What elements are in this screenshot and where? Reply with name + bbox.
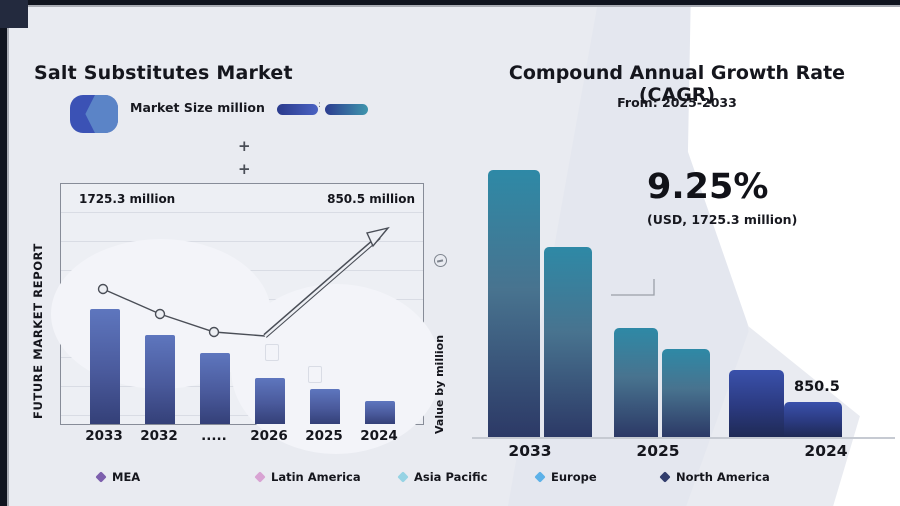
cagr-bar — [662, 349, 710, 437]
legend-diamond-icon — [397, 471, 409, 483]
legend-item: Latin America — [254, 470, 361, 484]
page-title: Salt Substitutes Market — [34, 62, 293, 84]
plus-decoration-top: + — [238, 137, 251, 155]
x-axis-label: 2026 — [250, 428, 288, 444]
chart-bg-blob — [231, 284, 441, 454]
x-axis-label: ..... — [201, 428, 227, 444]
cagr-value: 9.25% — [647, 167, 769, 207]
market-size-chart: 1725.3 million 850.5 million — [51, 183, 441, 454]
legend-diamond-icon — [254, 471, 266, 483]
legend-diamond-icon — [95, 471, 107, 483]
market-size-bar — [365, 401, 395, 424]
market-size-bar — [310, 389, 340, 424]
cagr-title: Compound Annual Growth Rate (CAGR) — [508, 62, 846, 106]
plus-decoration-bottom: + — [238, 160, 251, 178]
document-watermark-icon — [308, 366, 322, 383]
ratio-separator: : — [318, 100, 322, 110]
cagr-bar — [729, 370, 784, 437]
legend-item: Europe — [534, 470, 597, 484]
ratio-pill-left — [277, 104, 318, 115]
legend-item: MEA — [95, 470, 141, 484]
trend-line-arrow — [97, 226, 390, 338]
cagr-bar — [614, 328, 658, 437]
legend-diamond-icon — [534, 471, 546, 483]
step-bracket-decoration — [611, 279, 655, 296]
side-brand-label: FUTURE MARKET REPORT — [31, 242, 45, 419]
legend-label: MEA — [112, 470, 141, 484]
legend-label: North America — [676, 470, 770, 484]
market-size-bar — [145, 335, 175, 424]
infographic-panel: Salt Substitutes Market Market Size mill… — [7, 5, 900, 506]
market-cylinder-icon — [70, 95, 118, 133]
market-size-bar — [90, 309, 120, 424]
legend-item: Asia Pacific — [397, 470, 488, 484]
cagr-bar — [784, 402, 842, 437]
ratio-pill-right — [325, 104, 368, 115]
legend-item: North America — [659, 470, 770, 484]
market-size-bar — [255, 378, 285, 424]
market-size-bars — [90, 224, 395, 424]
legend-label: Asia Pacific — [414, 470, 488, 484]
region-legend: MEA Latin America Asia Pacific Europe North … — [9, 470, 900, 494]
value-2024-label: 850.5 million — [327, 192, 415, 206]
cagr-baseline — [472, 437, 895, 439]
cagr-chart: 850.5 2033 2025 2024 — [472, 162, 895, 460]
value-2033-label: 1725.3 million — [79, 192, 176, 206]
corner-accent — [0, 0, 28, 28]
value-axis-label: Value by million — [433, 334, 446, 434]
x-axis-label: 2033 — [508, 442, 552, 460]
legend-diamond-icon — [659, 471, 671, 483]
cagr-period: From: 2025-2033 — [617, 95, 737, 110]
cagr-note: (USD, 1725.3 million) — [647, 212, 798, 227]
x-axis-label: 2033 — [85, 428, 123, 444]
x-axis-label: 2024 — [804, 442, 848, 460]
legend-label: Europe — [551, 470, 597, 484]
minus-circle-icon — [434, 254, 447, 267]
x-axis-label: 2032 — [140, 428, 178, 444]
market-size-label: Market Size million — [130, 100, 265, 115]
cylinder-facet — [85, 95, 118, 133]
market-size-x-axis: 2033 2032..... 2026 2025 2024 — [85, 428, 398, 448]
cagr-bar — [488, 170, 540, 437]
document-watermark-icon — [265, 344, 279, 361]
x-axis-label: 2024 — [360, 428, 398, 444]
legend-label: Latin America — [271, 470, 361, 484]
x-axis-label: 2025 — [305, 428, 343, 444]
market-size-bar — [200, 353, 230, 424]
cagr-data-label: 850.5 — [794, 379, 840, 395]
x-axis-label: 2025 — [636, 442, 680, 460]
cagr-bar — [544, 247, 592, 437]
